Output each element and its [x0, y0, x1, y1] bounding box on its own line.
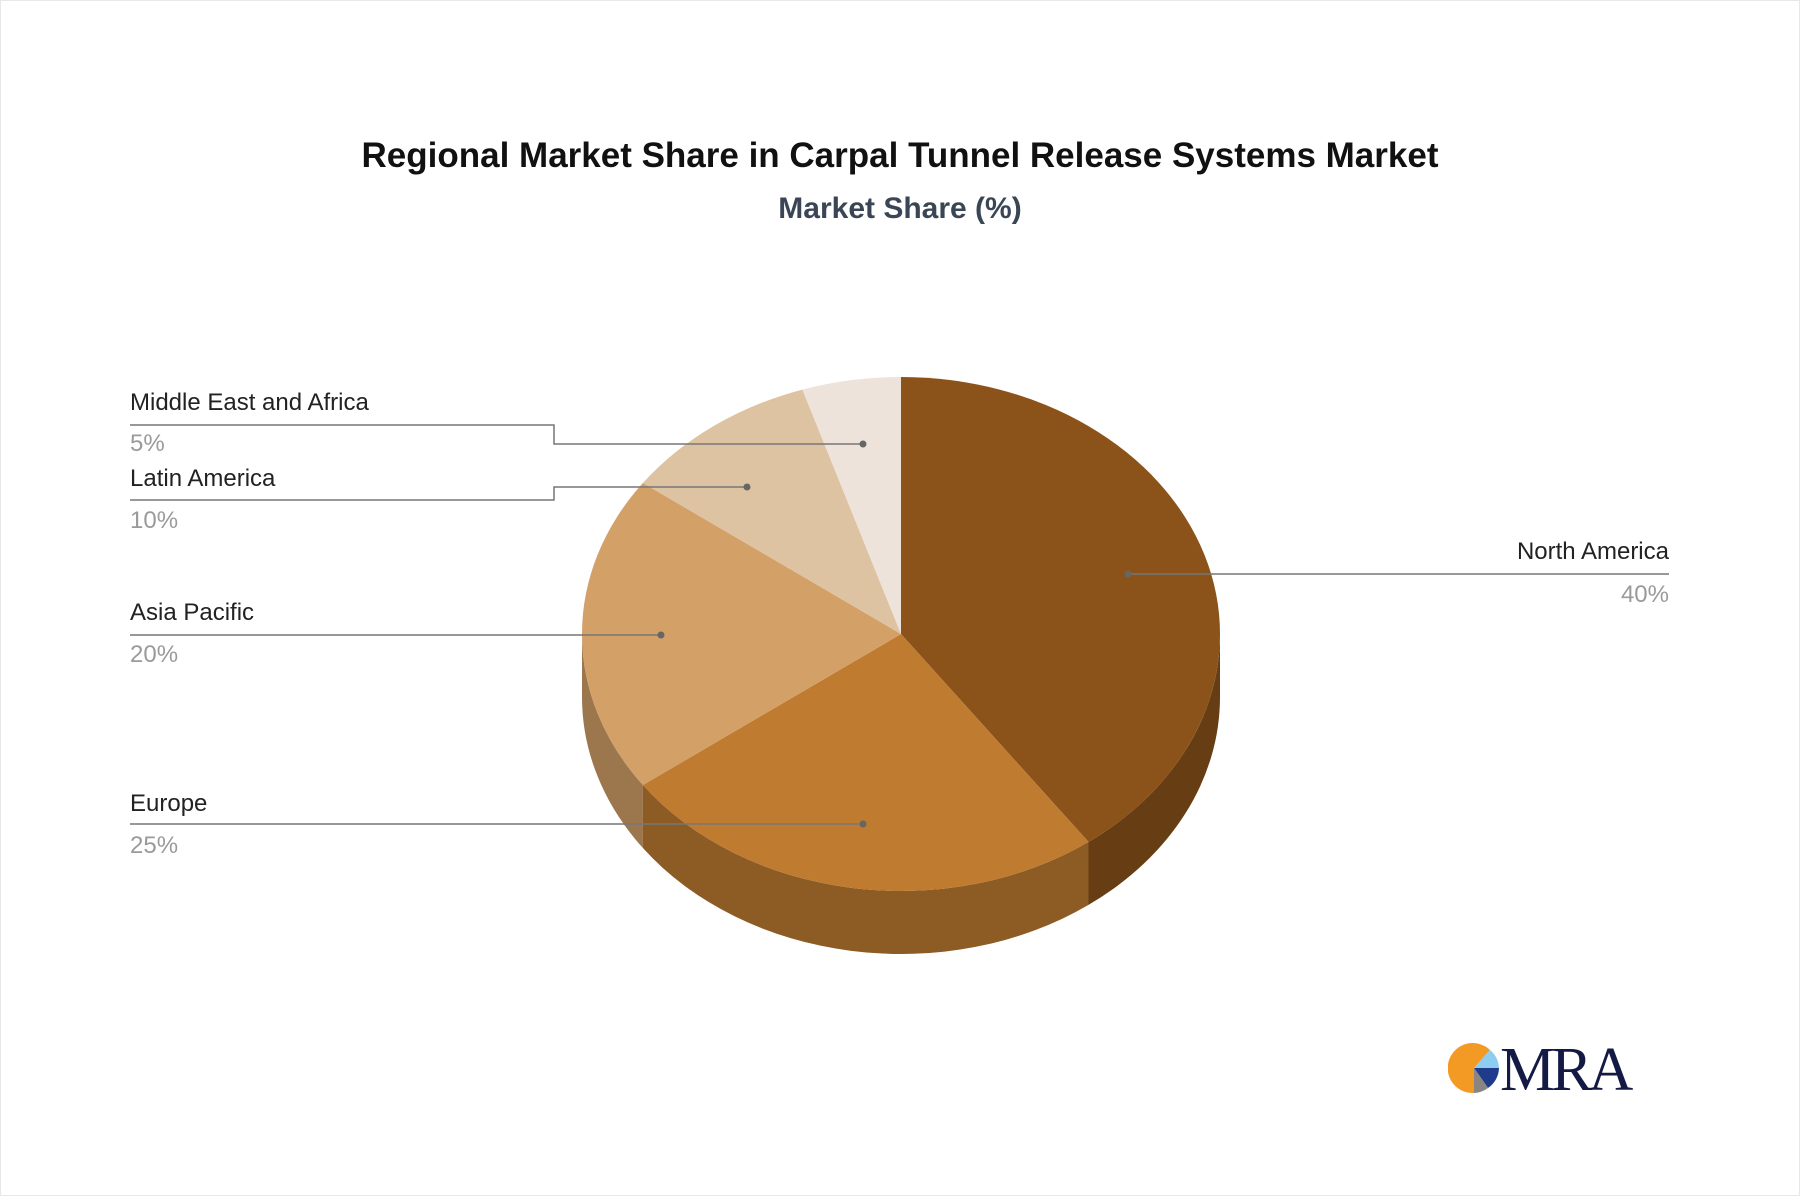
- leader-line-middle-east-and-africa: [130, 424, 863, 445]
- pie-side-north-america: [1088, 634, 1220, 905]
- label-asia-pacific: Asia Pacific: [130, 599, 255, 626]
- pie-side-asia-pacific: [582, 634, 643, 849]
- pie-slice-europe[interactable]: [642, 634, 1089, 891]
- label-middle-east-africa: Middle East and Africa: [130, 389, 369, 416]
- label-latin-america: Latin America: [130, 465, 276, 492]
- leader-line-latin-america: [130, 486, 747, 501]
- chart-subtitle: Market Share (%): [778, 192, 1022, 225]
- value-asia-pacific: 20%: [130, 641, 179, 668]
- value-europe: 25%: [130, 832, 179, 859]
- leader-dot-europe: [859, 820, 867, 828]
- value-north-america: 40%: [1620, 581, 1669, 608]
- mra-logo: MRA: [1448, 1038, 1637, 1098]
- leader-dot-latin-america: [743, 483, 751, 491]
- chart-title: Regional Market Share in Carpal Tunnel R…: [361, 136, 1439, 175]
- pie-slice-asia-pacific[interactable]: [582, 482, 901, 786]
- pie-side-europe: [642, 785, 1089, 954]
- pie-slice-north-america[interactable]: [901, 377, 1220, 842]
- svg-text:MRA: MRA: [1500, 1038, 1633, 1098]
- pie-slice-middle-east-and-africa[interactable]: [802, 377, 901, 634]
- leader-dot-asia-pacific: [657, 631, 665, 639]
- value-latin-america: 10%: [130, 507, 179, 534]
- label-europe: Europe: [130, 790, 208, 817]
- leader-dot-north-america: [1124, 570, 1132, 578]
- value-middle-east-africa: 5%: [130, 430, 165, 457]
- leader-dot-middle-east-and-africa: [859, 440, 867, 448]
- pie-slice-latin-america[interactable]: [642, 389, 901, 634]
- label-north-america: North America: [1516, 538, 1669, 565]
